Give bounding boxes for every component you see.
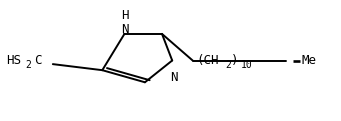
Text: 2: 2 [26,60,31,70]
Text: C: C [34,54,42,67]
Text: ): ) [231,54,239,67]
Text: HS: HS [6,54,21,67]
Text: N: N [170,71,178,84]
Text: N: N [121,23,128,36]
Text: 10: 10 [240,60,252,70]
Text: H: H [121,9,128,22]
Text: (CH: (CH [196,54,219,67]
Text: Me: Me [302,54,317,67]
Text: 2: 2 [225,60,231,70]
